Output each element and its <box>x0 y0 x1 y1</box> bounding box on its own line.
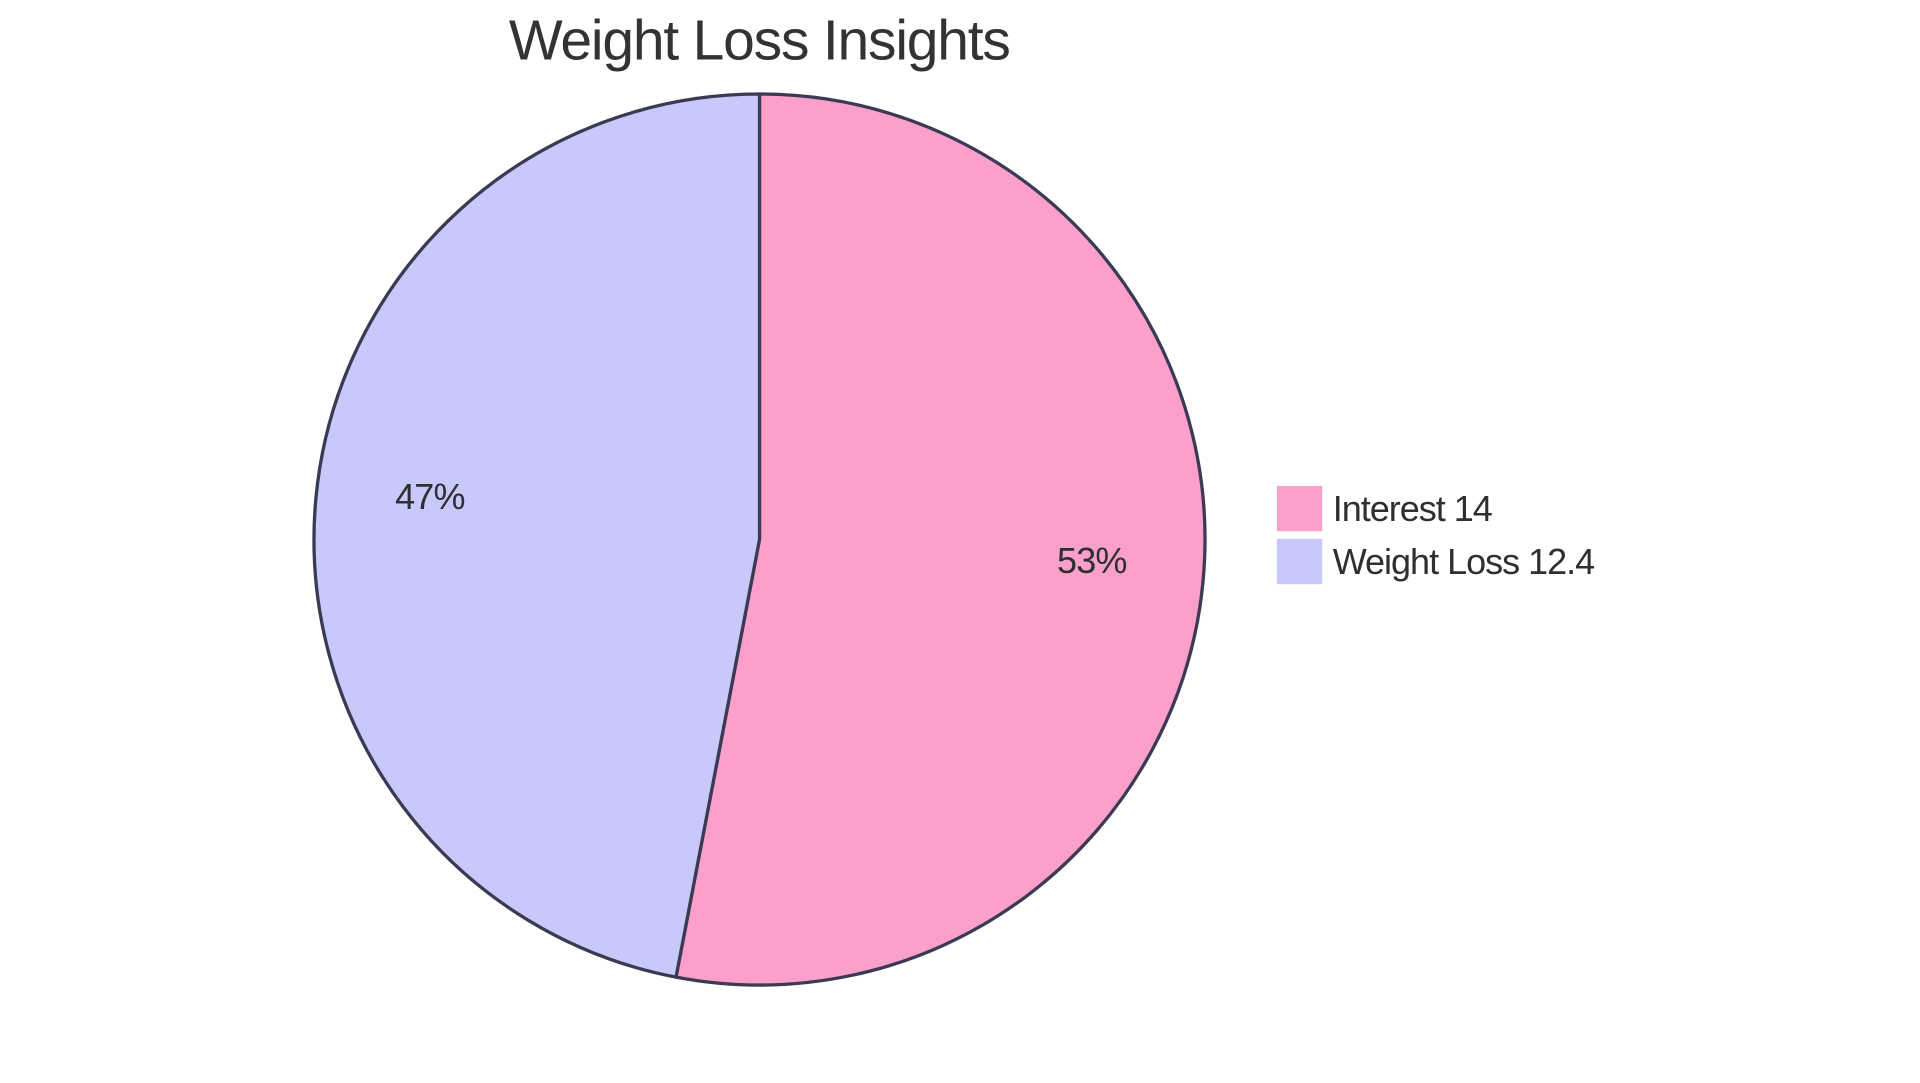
svg-text:Interest 14: Interest 14 <box>1333 488 1492 529</box>
svg-text:53%: 53% <box>1057 540 1127 581</box>
svg-text:Weight Loss Insights: Weight Loss Insights <box>509 9 1010 73</box>
svg-text:47%: 47% <box>395 476 465 517</box>
svg-text:Weight Loss 12.4: Weight Loss 12.4 <box>1333 541 1595 582</box>
